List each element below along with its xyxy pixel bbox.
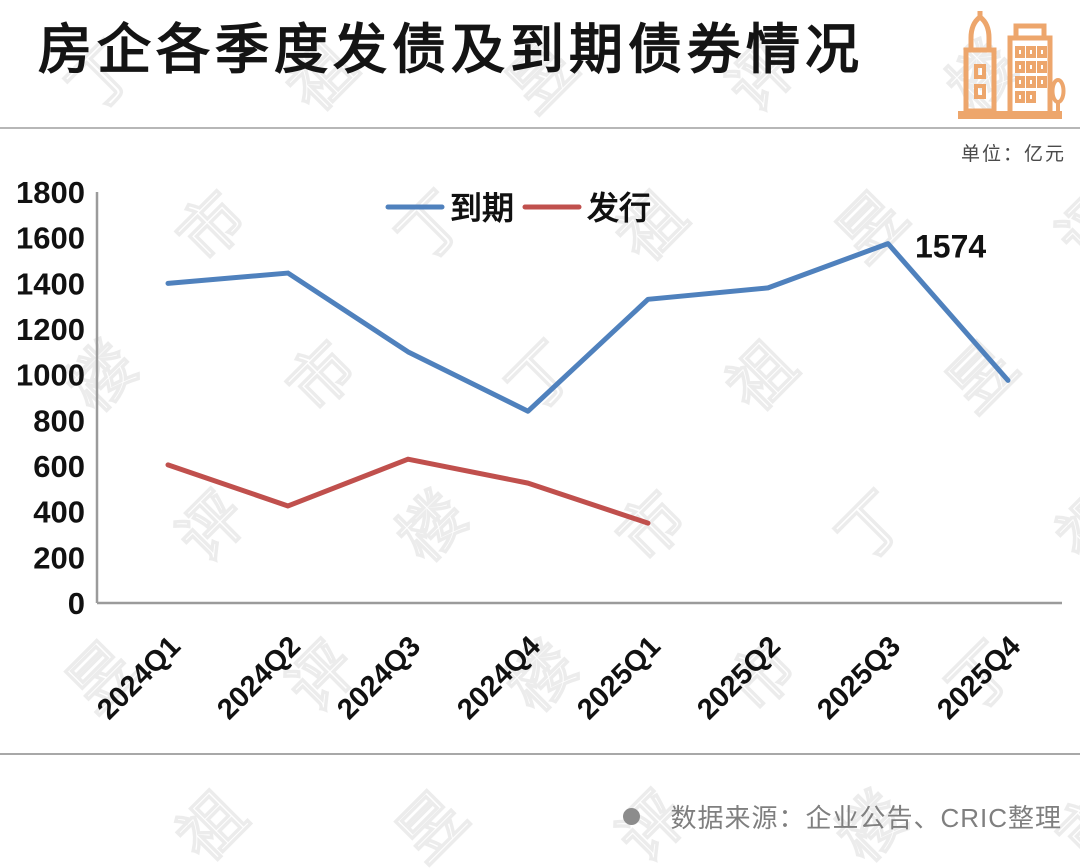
page-title: 房企各季度发债及到期债券情况: [38, 20, 864, 80]
y-axis-tick-label: 1000: [16, 358, 85, 393]
legend-label-maturity: 到期: [450, 190, 514, 226]
x-axis-category-label: 2024Q4: [451, 630, 547, 726]
source-text: 数据来源：企业公告、CRIC整理: [670, 802, 1062, 833]
y-axis-tick-label: 1600: [16, 221, 85, 256]
y-axis-tick-label: 1400: [16, 266, 85, 301]
source-row: 数据来源：企业公告、CRIC整理: [0, 796, 1062, 836]
maturity-line: [165, 241, 1011, 414]
footer-divider: [0, 753, 1080, 755]
peak-value-label: 1574: [915, 229, 986, 265]
y-axis-tick-label: 1800: [16, 175, 85, 210]
y-axis-tick-label: 600: [33, 449, 85, 484]
legend-label-issuance: 发行: [587, 190, 651, 226]
y-axis-tick-label: 200: [33, 540, 85, 575]
x-axis-category-label: 2025Q4: [931, 630, 1027, 726]
x-axis-category-label: 2025Q2: [691, 630, 787, 726]
x-axis-category-label: 2024Q2: [211, 630, 307, 726]
header-divider: [0, 127, 1080, 129]
y-axis-tick-label: 0: [68, 586, 85, 621]
y-axis-tick-label: 1200: [16, 312, 85, 347]
x-axis-category-label: 2024Q1: [91, 630, 187, 726]
x-axis-category-label: 2025Q1: [571, 630, 667, 726]
y-axis-tick-label: 400: [33, 495, 85, 530]
issuance-line: [165, 456, 651, 526]
buildings-icon: [958, 11, 1066, 119]
y-axis-tick-label: 800: [33, 403, 85, 438]
unit-label: 单位：亿元: [960, 144, 1066, 165]
x-axis-category-label: 2024Q3: [331, 630, 427, 726]
dot-icon: [623, 807, 641, 825]
x-axis-category-label: 2025Q3: [811, 630, 907, 726]
